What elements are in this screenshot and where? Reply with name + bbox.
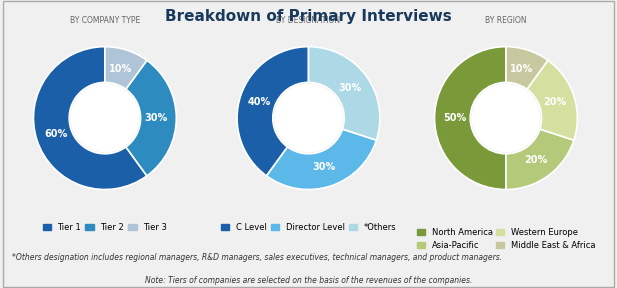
Wedge shape xyxy=(33,47,147,190)
Title: BY REGION: BY REGION xyxy=(485,16,527,25)
Wedge shape xyxy=(237,47,308,176)
Wedge shape xyxy=(308,47,380,140)
Text: 30%: 30% xyxy=(339,83,362,93)
Legend: Tier 1, Tier 2, Tier 3: Tier 1, Tier 2, Tier 3 xyxy=(39,220,170,235)
Text: 60%: 60% xyxy=(44,129,68,139)
Title: BY DESIGNATION: BY DESIGNATION xyxy=(276,16,341,25)
Legend: C Level, Director Level, *Others: C Level, Director Level, *Others xyxy=(217,220,400,235)
Wedge shape xyxy=(527,60,578,140)
Text: 40%: 40% xyxy=(248,97,271,107)
Wedge shape xyxy=(105,47,147,89)
Text: 30%: 30% xyxy=(145,113,168,123)
Wedge shape xyxy=(506,129,574,190)
Legend: North America, Asia-Pacific, Western Europe, Middle East & Africa: North America, Asia-Pacific, Western Eur… xyxy=(413,224,598,253)
Text: Note: Tiers of companies are selected on the basis of the revenues of the compan: Note: Tiers of companies are selected on… xyxy=(145,276,472,285)
Text: 20%: 20% xyxy=(543,97,566,107)
Circle shape xyxy=(471,84,540,152)
Text: 50%: 50% xyxy=(443,113,466,123)
Circle shape xyxy=(70,84,139,152)
Text: 10%: 10% xyxy=(510,64,534,74)
Text: Breakdown of Primary Interviews: Breakdown of Primary Interviews xyxy=(165,9,452,24)
Wedge shape xyxy=(434,47,506,190)
Text: *Others designation includes regional managers, R&D managers, sales executives, : *Others designation includes regional ma… xyxy=(12,253,502,262)
Text: 30%: 30% xyxy=(313,162,336,172)
Text: 10%: 10% xyxy=(109,64,133,74)
Wedge shape xyxy=(267,129,376,190)
Wedge shape xyxy=(126,60,176,176)
Wedge shape xyxy=(506,47,548,89)
Circle shape xyxy=(274,84,343,152)
Title: BY COMPANY TYPE: BY COMPANY TYPE xyxy=(70,16,140,25)
Text: 20%: 20% xyxy=(524,155,548,165)
